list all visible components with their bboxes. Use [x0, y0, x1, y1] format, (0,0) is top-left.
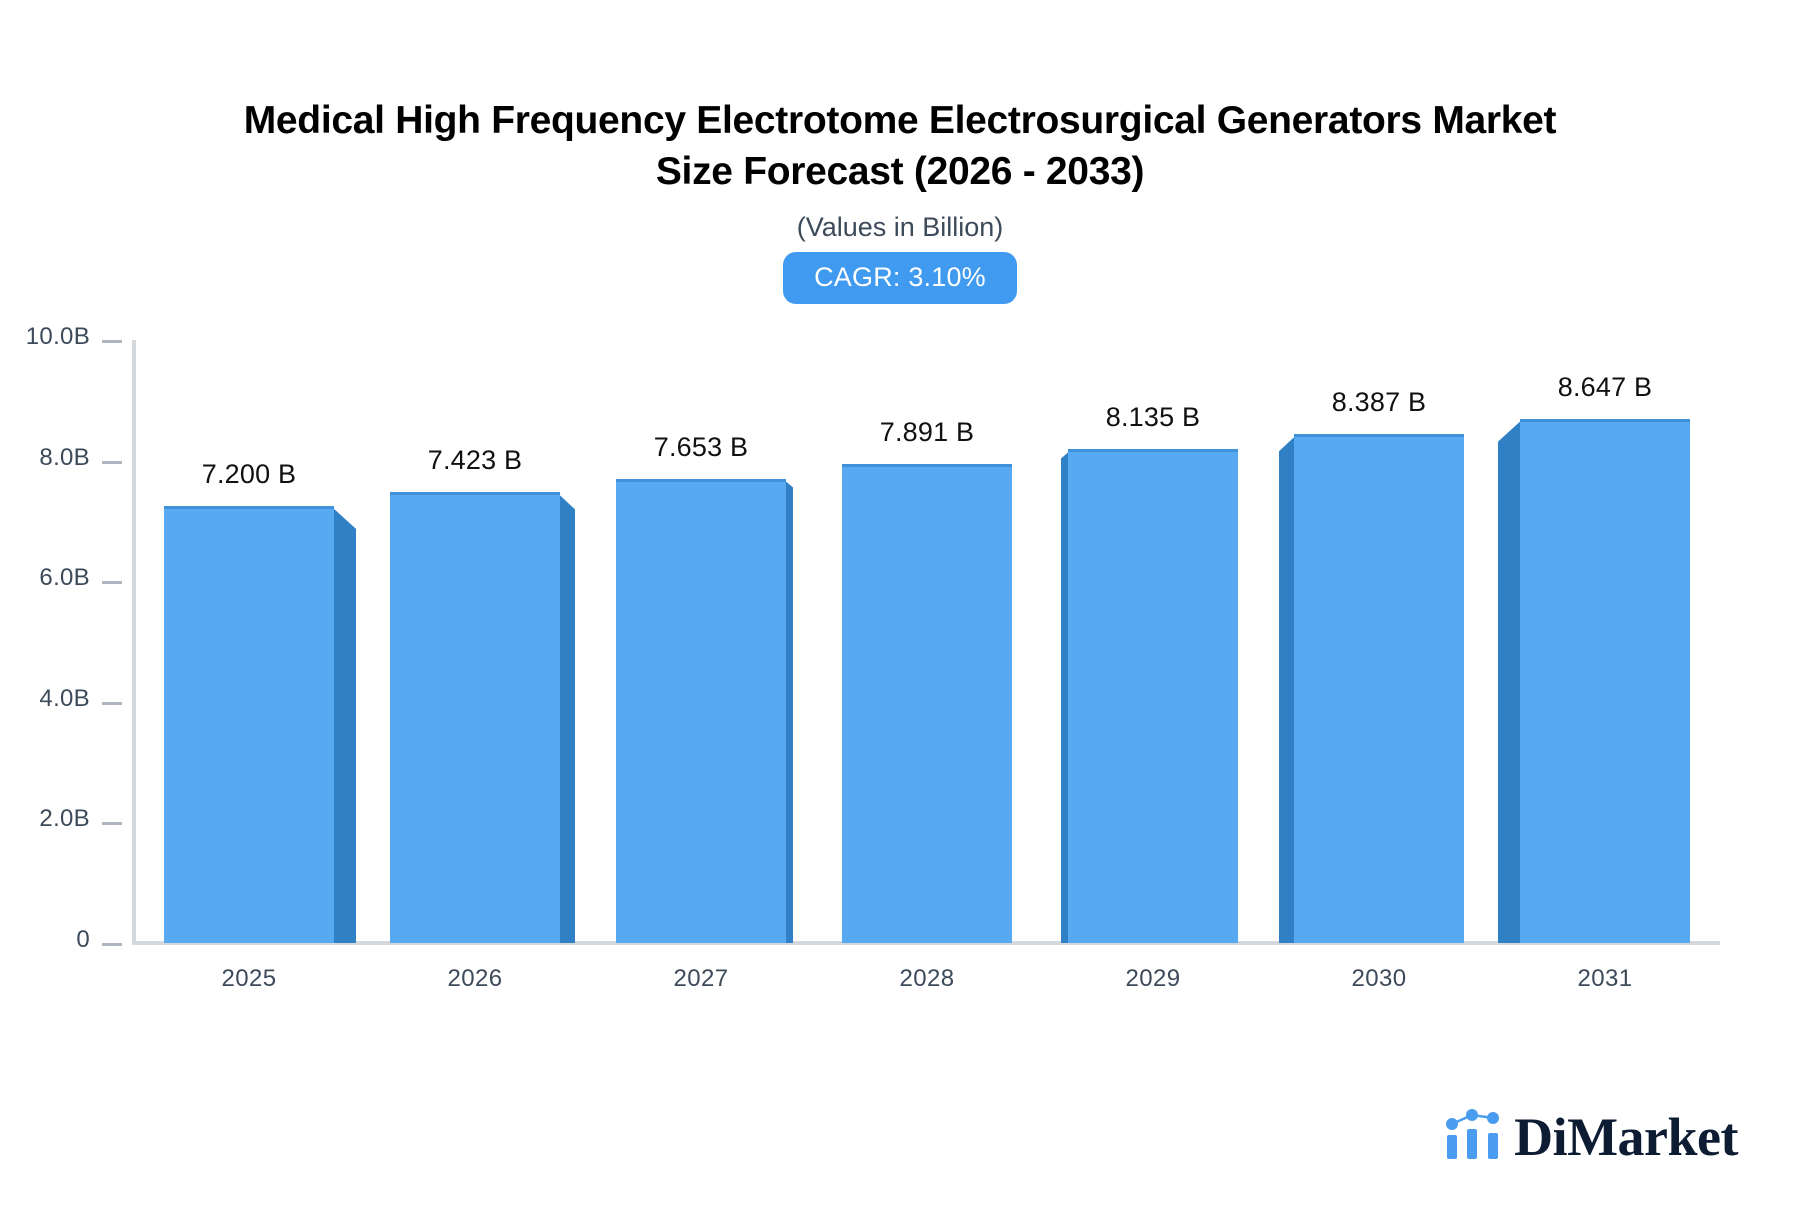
bar-value-label: 8.387 B — [1331, 387, 1427, 418]
y-axis-tick: 2.0B — [0, 805, 126, 832]
x-axis-label: 2028 — [899, 965, 955, 992]
y-axis-tick-mark — [102, 581, 122, 585]
chart-header: Medical High Frequency Electrotome Elect… — [0, 0, 1800, 305]
logo-text: DiMarket — [1514, 1106, 1738, 1167]
y-axis-tick-mark — [102, 943, 122, 946]
x-axis-label: 2031 — [1577, 965, 1633, 992]
bar — [390, 492, 560, 943]
bar-3d-side — [786, 481, 793, 943]
y-axis-tick-label: 6.0B — [39, 564, 90, 592]
bar — [1068, 449, 1238, 943]
bar-3d-side — [1498, 421, 1520, 943]
bar-value-label: 8.647 B — [1557, 371, 1653, 402]
x-axis-label: 2026 — [447, 965, 503, 992]
bar — [164, 505, 334, 943]
y-axis-tick-label: 2.0B — [39, 805, 90, 833]
bar-value-label: 8.135 B — [1105, 402, 1201, 433]
y-axis-tick: 6.0B — [0, 564, 126, 591]
bar-3d-side — [560, 495, 575, 943]
y-axis-tick: 4.0B — [0, 685, 126, 712]
page-title: Medical High Frequency Electrotome Elect… — [243, 99, 1557, 194]
y-axis-tick-mark — [102, 340, 122, 343]
bar — [842, 464, 1012, 943]
bar — [1294, 434, 1464, 943]
bar-value-label: 7.423 B — [427, 445, 523, 476]
y-axis-tick-mark — [102, 822, 122, 826]
y-axis-tick-label: 8.0B — [39, 443, 90, 471]
bar-3d-side — [334, 508, 356, 943]
bar-chart-icon — [1445, 1107, 1501, 1166]
bar-3d-side — [1279, 437, 1294, 943]
y-axis-line — [132, 340, 136, 943]
bar-value-label: 7.200 B — [201, 458, 297, 489]
y-axis-tick: 8.0B — [0, 444, 126, 471]
y-axis-tick-label: 10.0B — [25, 323, 90, 350]
chart-subtitle: (Values in Billion) — [796, 211, 1004, 242]
x-axis-label: 2027 — [673, 965, 729, 992]
cagr-badge: CAGR: 3.10% — [783, 251, 1017, 305]
bar — [1520, 418, 1690, 943]
y-axis-tick-label: 0 — [76, 926, 90, 953]
x-axis-label: 2030 — [1351, 965, 1407, 992]
x-axis-label: 2029 — [1125, 965, 1181, 992]
x-axis-line — [132, 941, 1720, 945]
bar-3d-side — [1061, 452, 1068, 943]
y-axis-tick-label: 4.0B — [39, 684, 90, 712]
bar-value-label: 7.891 B — [879, 417, 975, 448]
y-axis-tick-mark — [102, 701, 122, 705]
dimarket-logo: DiMarket — [1445, 1107, 1738, 1166]
bar — [616, 478, 786, 943]
x-axis-label: 2025 — [221, 965, 277, 992]
y-axis-tick: 0 — [0, 926, 126, 953]
y-axis-tick: 10.0B — [0, 323, 126, 350]
bar-value-label: 7.653 B — [653, 431, 749, 462]
y-axis-tick-mark — [102, 460, 122, 464]
